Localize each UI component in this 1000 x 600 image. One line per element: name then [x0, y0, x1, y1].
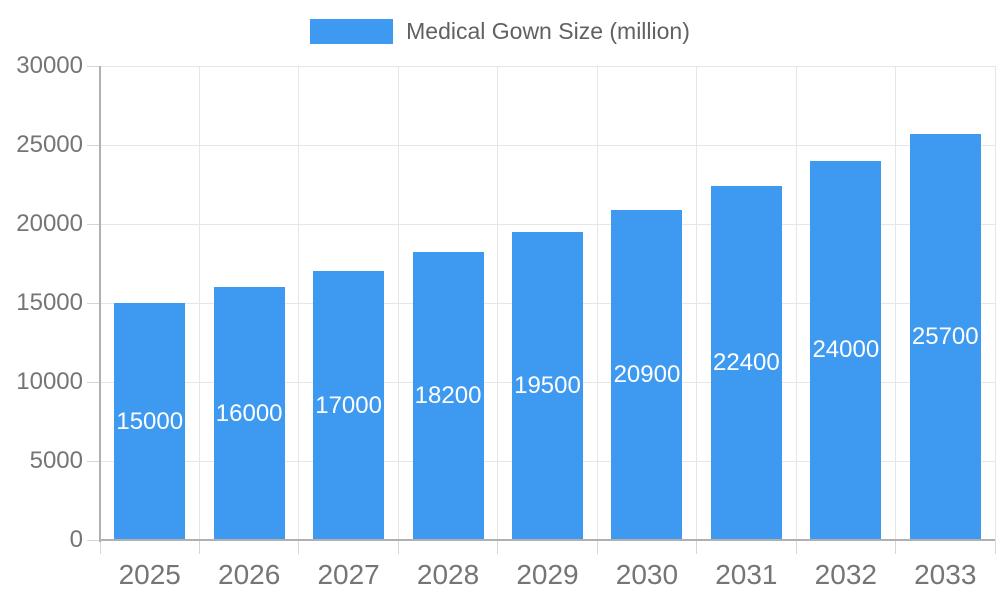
x-tick	[397, 540, 399, 554]
x-tick	[596, 540, 598, 554]
bar	[412, 252, 484, 540]
x-axis-label: 2026	[218, 559, 281, 590]
bar	[909, 133, 981, 540]
y-axis-label: 10000	[16, 368, 83, 395]
x-gridline	[397, 66, 399, 540]
y-tick	[87, 539, 100, 541]
x-axis-label: 2031	[715, 559, 778, 590]
x-tick	[895, 540, 897, 554]
bar-value-label: 24000	[812, 336, 880, 364]
x-axis-label: 2032	[814, 559, 877, 590]
x-tick	[994, 540, 996, 554]
y-axis-label: 25000	[16, 131, 83, 158]
y-tick	[87, 460, 100, 462]
bar	[213, 287, 285, 540]
bar	[114, 303, 186, 540]
y-axis-label: 20000	[16, 210, 83, 237]
x-gridline	[994, 66, 996, 540]
x-tick	[795, 540, 797, 554]
y-tick	[87, 302, 100, 304]
bar-value-label: 25700	[911, 322, 979, 350]
bar-value-label: 17000	[315, 391, 382, 419]
y-gridline	[100, 65, 995, 67]
x-gridline	[596, 66, 598, 540]
bar	[512, 231, 583, 540]
y-tick	[87, 381, 100, 383]
x-axis-label: 2027	[317, 559, 380, 590]
bar	[611, 209, 683, 540]
x-axis-label: 2025	[118, 559, 181, 590]
x-gridline	[795, 66, 797, 540]
bar-value-label: 18200	[414, 382, 482, 410]
x-gridline	[198, 66, 200, 540]
x-tick	[198, 540, 200, 554]
y-axis-label: 0	[69, 526, 83, 553]
x-gridline	[298, 66, 300, 540]
x-axis-line	[100, 539, 995, 541]
y-tick	[87, 65, 100, 67]
x-tick	[99, 540, 101, 554]
x-axis-label: 2029	[516, 559, 579, 590]
x-axis-label: 2033	[914, 559, 977, 590]
y-tick	[87, 144, 100, 146]
bar-value-label: 20900	[613, 360, 681, 388]
bar	[313, 271, 385, 540]
legend-swatch	[310, 19, 394, 44]
bar-value-label: 22400	[713, 349, 780, 377]
bar-value-label: 15000	[116, 407, 184, 435]
x-tick	[497, 540, 499, 554]
y-axis-label: 5000	[29, 447, 83, 474]
y-gridline	[100, 223, 995, 225]
bar-value-label: 19500	[514, 371, 581, 399]
y-axis-line	[99, 66, 101, 542]
x-tick	[298, 540, 300, 554]
x-axis-label: 2028	[416, 559, 480, 590]
y-axis-label: 30000	[16, 52, 83, 79]
x-tick	[696, 540, 698, 554]
x-gridline	[497, 66, 499, 540]
bar	[710, 186, 782, 540]
bar	[810, 160, 882, 540]
y-tick	[87, 223, 100, 225]
legend-label: Medical Gown Size (million)	[406, 18, 690, 44]
x-axis-label: 2030	[615, 559, 679, 590]
y-axis-label: 15000	[16, 289, 83, 316]
x-gridline	[696, 66, 698, 540]
legend[interactable]: Medical Gown Size (million)	[0, 18, 1000, 45]
x-gridline	[895, 66, 897, 540]
bar-value-label: 16000	[215, 399, 283, 427]
y-gridline	[100, 144, 995, 146]
